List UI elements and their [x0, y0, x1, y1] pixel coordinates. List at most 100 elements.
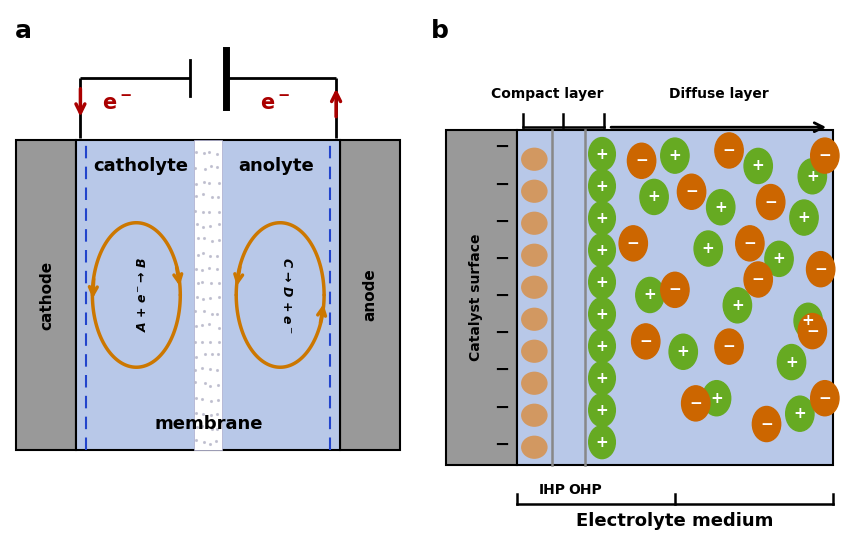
Circle shape — [619, 226, 648, 261]
Text: +: + — [669, 148, 682, 163]
Bar — [340, 140, 400, 450]
Circle shape — [640, 179, 668, 214]
Text: −: − — [495, 250, 510, 268]
Text: +: + — [802, 313, 814, 329]
Text: +: + — [596, 402, 609, 417]
Circle shape — [736, 226, 764, 261]
Text: +: + — [596, 339, 609, 354]
Bar — [16, 140, 76, 450]
Text: −: − — [685, 184, 698, 199]
Text: Electrolyte medium: Electrolyte medium — [576, 512, 774, 530]
Circle shape — [794, 303, 822, 339]
Circle shape — [627, 143, 655, 178]
Text: Catalyst surface: Catalyst surface — [468, 234, 483, 361]
Text: +: + — [785, 355, 798, 370]
Text: +: + — [806, 169, 819, 184]
Text: OHP: OHP — [569, 483, 603, 497]
Bar — [195, 140, 222, 450]
Text: cathode: cathode — [39, 260, 54, 330]
Text: −: − — [495, 324, 510, 342]
Text: −: − — [495, 287, 510, 305]
Circle shape — [811, 381, 839, 416]
Ellipse shape — [521, 211, 547, 235]
Circle shape — [785, 396, 814, 431]
Circle shape — [636, 278, 664, 312]
Circle shape — [660, 138, 689, 173]
Text: Diffuse layer: Diffuse layer — [669, 88, 768, 102]
Text: −: − — [744, 236, 756, 251]
Circle shape — [589, 138, 615, 170]
Text: −: − — [495, 361, 510, 379]
Circle shape — [715, 133, 743, 168]
Circle shape — [752, 406, 780, 442]
Text: −: − — [722, 339, 735, 354]
Text: +: + — [596, 243, 609, 258]
Circle shape — [632, 324, 660, 359]
Text: +: + — [596, 306, 609, 321]
Circle shape — [589, 361, 615, 395]
Circle shape — [723, 287, 751, 323]
Text: catholyte: catholyte — [93, 157, 188, 175]
Circle shape — [744, 262, 773, 297]
Text: membrane: membrane — [154, 415, 263, 433]
Circle shape — [790, 200, 819, 235]
Text: −: − — [639, 334, 652, 349]
Text: anode: anode — [363, 269, 377, 321]
Text: $\mathbf{e^-}$: $\mathbf{e^-}$ — [102, 94, 133, 114]
Circle shape — [589, 265, 615, 299]
Circle shape — [589, 234, 615, 266]
Text: +: + — [596, 371, 609, 386]
Bar — [445, 130, 517, 465]
Text: $\mathbf{e^-}$: $\mathbf{e^-}$ — [260, 94, 290, 114]
Text: C → D + e$^-$: C → D + e$^-$ — [280, 257, 292, 333]
Ellipse shape — [521, 276, 547, 299]
Text: anolyte: anolyte — [238, 157, 314, 175]
Ellipse shape — [521, 403, 547, 427]
Bar — [517, 130, 833, 465]
Text: −: − — [495, 436, 510, 453]
Text: −: − — [626, 236, 639, 251]
Circle shape — [798, 314, 826, 349]
Circle shape — [765, 241, 793, 276]
Circle shape — [706, 190, 735, 225]
Text: +: + — [596, 179, 609, 194]
Text: +: + — [711, 391, 722, 406]
Text: −: − — [689, 396, 702, 411]
Ellipse shape — [521, 244, 547, 267]
Text: −: − — [760, 416, 773, 432]
Text: −: − — [669, 282, 682, 297]
Text: +: + — [596, 210, 609, 225]
Text: −: − — [819, 391, 831, 406]
Text: −: − — [819, 148, 831, 163]
Text: +: + — [773, 251, 785, 266]
Text: +: + — [648, 189, 660, 204]
Text: −: − — [722, 143, 735, 158]
Text: +: + — [797, 210, 810, 225]
Circle shape — [677, 174, 706, 209]
Circle shape — [682, 386, 710, 421]
Circle shape — [589, 426, 615, 458]
Text: −: − — [751, 272, 765, 287]
Circle shape — [715, 329, 743, 364]
Text: +: + — [731, 298, 744, 313]
Circle shape — [589, 330, 615, 362]
Circle shape — [589, 297, 615, 331]
Circle shape — [807, 251, 835, 287]
Text: a: a — [14, 19, 31, 43]
Ellipse shape — [521, 148, 547, 171]
Text: −: − — [495, 398, 510, 416]
Text: +: + — [714, 200, 727, 215]
Bar — [76, 140, 340, 450]
Text: +: + — [794, 406, 806, 421]
Circle shape — [811, 138, 839, 173]
Circle shape — [702, 381, 731, 416]
Text: −: − — [806, 324, 819, 339]
Circle shape — [798, 159, 826, 194]
Circle shape — [756, 184, 785, 220]
Circle shape — [660, 273, 689, 307]
Text: +: + — [596, 275, 609, 290]
Text: Compact layer: Compact layer — [490, 88, 604, 102]
Text: −: − — [495, 213, 510, 231]
Text: +: + — [677, 344, 689, 359]
Circle shape — [589, 393, 615, 427]
